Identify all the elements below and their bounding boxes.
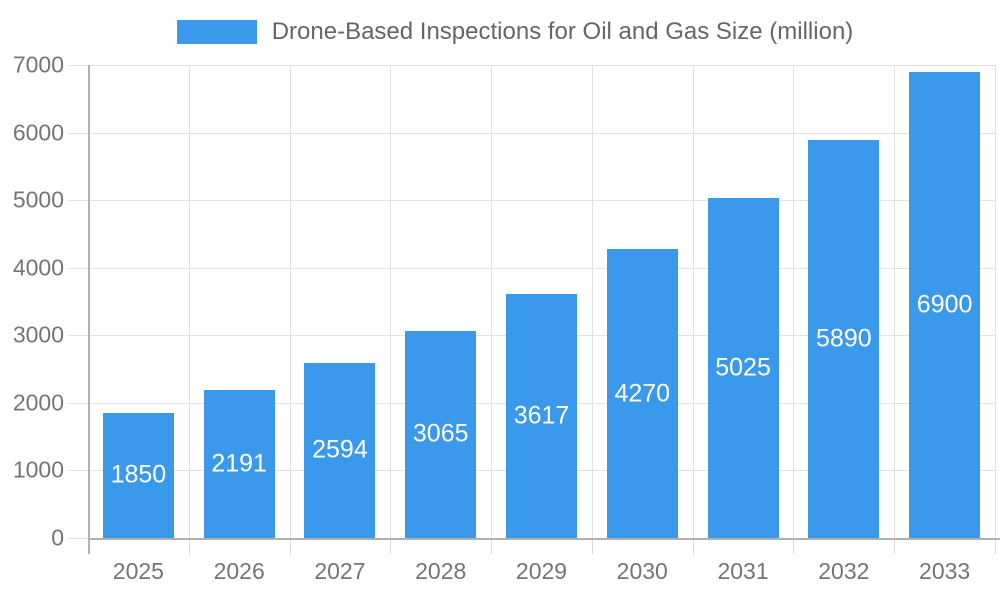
y-tick-label: 0: [51, 524, 64, 551]
x-axis-tick: [390, 538, 392, 554]
x-tick-label: 2031: [717, 558, 769, 584]
y-axis-tick: [68, 538, 88, 539]
bar: [304, 362, 376, 538]
bar: [606, 249, 678, 538]
chart-legend[interactable]: Drone-Based Inspections for Oil and Gas …: [15, 18, 1000, 46]
x-tick-label: 2026: [213, 558, 265, 584]
bar: [405, 330, 477, 538]
y-axis-tick: [68, 65, 88, 66]
y-tick-label: 6000: [12, 119, 64, 146]
v-gridline: [793, 65, 795, 538]
bar-value-label: 3065: [412, 419, 469, 448]
x-axis-tick: [491, 538, 493, 554]
y-axis-tick: [68, 470, 88, 472]
x-tick-label: 2027: [314, 558, 366, 584]
h-gridline: [88, 132, 995, 134]
bar: [102, 412, 174, 538]
x-tick-label: 2029: [515, 558, 568, 584]
v-gridline: [188, 65, 190, 538]
v-gridline: [491, 65, 493, 538]
x-tick-label: 2030: [616, 558, 668, 584]
x-axis-tick: [894, 538, 896, 554]
bar-value-label: 3617: [513, 401, 570, 430]
legend-swatch-icon: [176, 20, 257, 44]
bar-value-label: 1850: [110, 460, 167, 489]
x-axis-tick: [692, 538, 694, 554]
bar: [909, 71, 981, 538]
legend-label: Drone-Based Inspections for Oil and Gas …: [271, 18, 854, 45]
bar-value-label: 2594: [312, 435, 368, 464]
v-gridline: [390, 65, 392, 538]
bar-value-label: 5025: [715, 353, 771, 382]
bar-value-label: 6900: [916, 290, 973, 319]
x-axis-tick: [289, 538, 291, 554]
x-tick-label: 2032: [818, 558, 870, 584]
y-axis-tick: [68, 200, 88, 202]
v-gridline: [692, 65, 694, 538]
x-axis-tick: [793, 538, 795, 554]
bar: [203, 389, 275, 538]
bar: [808, 140, 880, 538]
h-gridline: [88, 267, 995, 269]
y-axis-line: [88, 65, 90, 554]
bar: [506, 293, 577, 538]
v-gridline: [289, 65, 291, 538]
x-axis-tick: [591, 538, 593, 554]
x-tick-label: 2033: [919, 558, 971, 584]
y-tick-label: 3000: [12, 321, 64, 348]
bar: [707, 198, 779, 538]
y-tick-label: 4000: [12, 254, 64, 281]
v-gridline: [894, 65, 896, 538]
v-gridline: [995, 65, 996, 538]
x-tick-label: 2028: [415, 558, 467, 584]
y-axis-tick: [68, 132, 88, 134]
h-gridline: [88, 200, 995, 202]
x-axis-tick: [188, 538, 190, 554]
y-axis-tick: [68, 267, 88, 269]
v-gridline: [591, 65, 593, 538]
h-gridline: [88, 65, 995, 66]
y-tick-label: 5000: [12, 186, 64, 213]
bar-value-label: 2191: [211, 449, 267, 478]
y-axis-tick: [68, 402, 88, 404]
bar-value-label: 5890: [816, 324, 872, 353]
y-tick-label: 2000: [12, 389, 64, 416]
y-tick-label: 7000: [12, 51, 64, 78]
x-tick-label: 2025: [112, 558, 164, 584]
y-axis-tick: [68, 335, 88, 337]
y-tick-label: 1000: [12, 456, 64, 483]
x-axis-line: [88, 538, 1000, 540]
bar-value-label: 4270: [614, 379, 671, 408]
x-axis-tick: [995, 538, 996, 554]
